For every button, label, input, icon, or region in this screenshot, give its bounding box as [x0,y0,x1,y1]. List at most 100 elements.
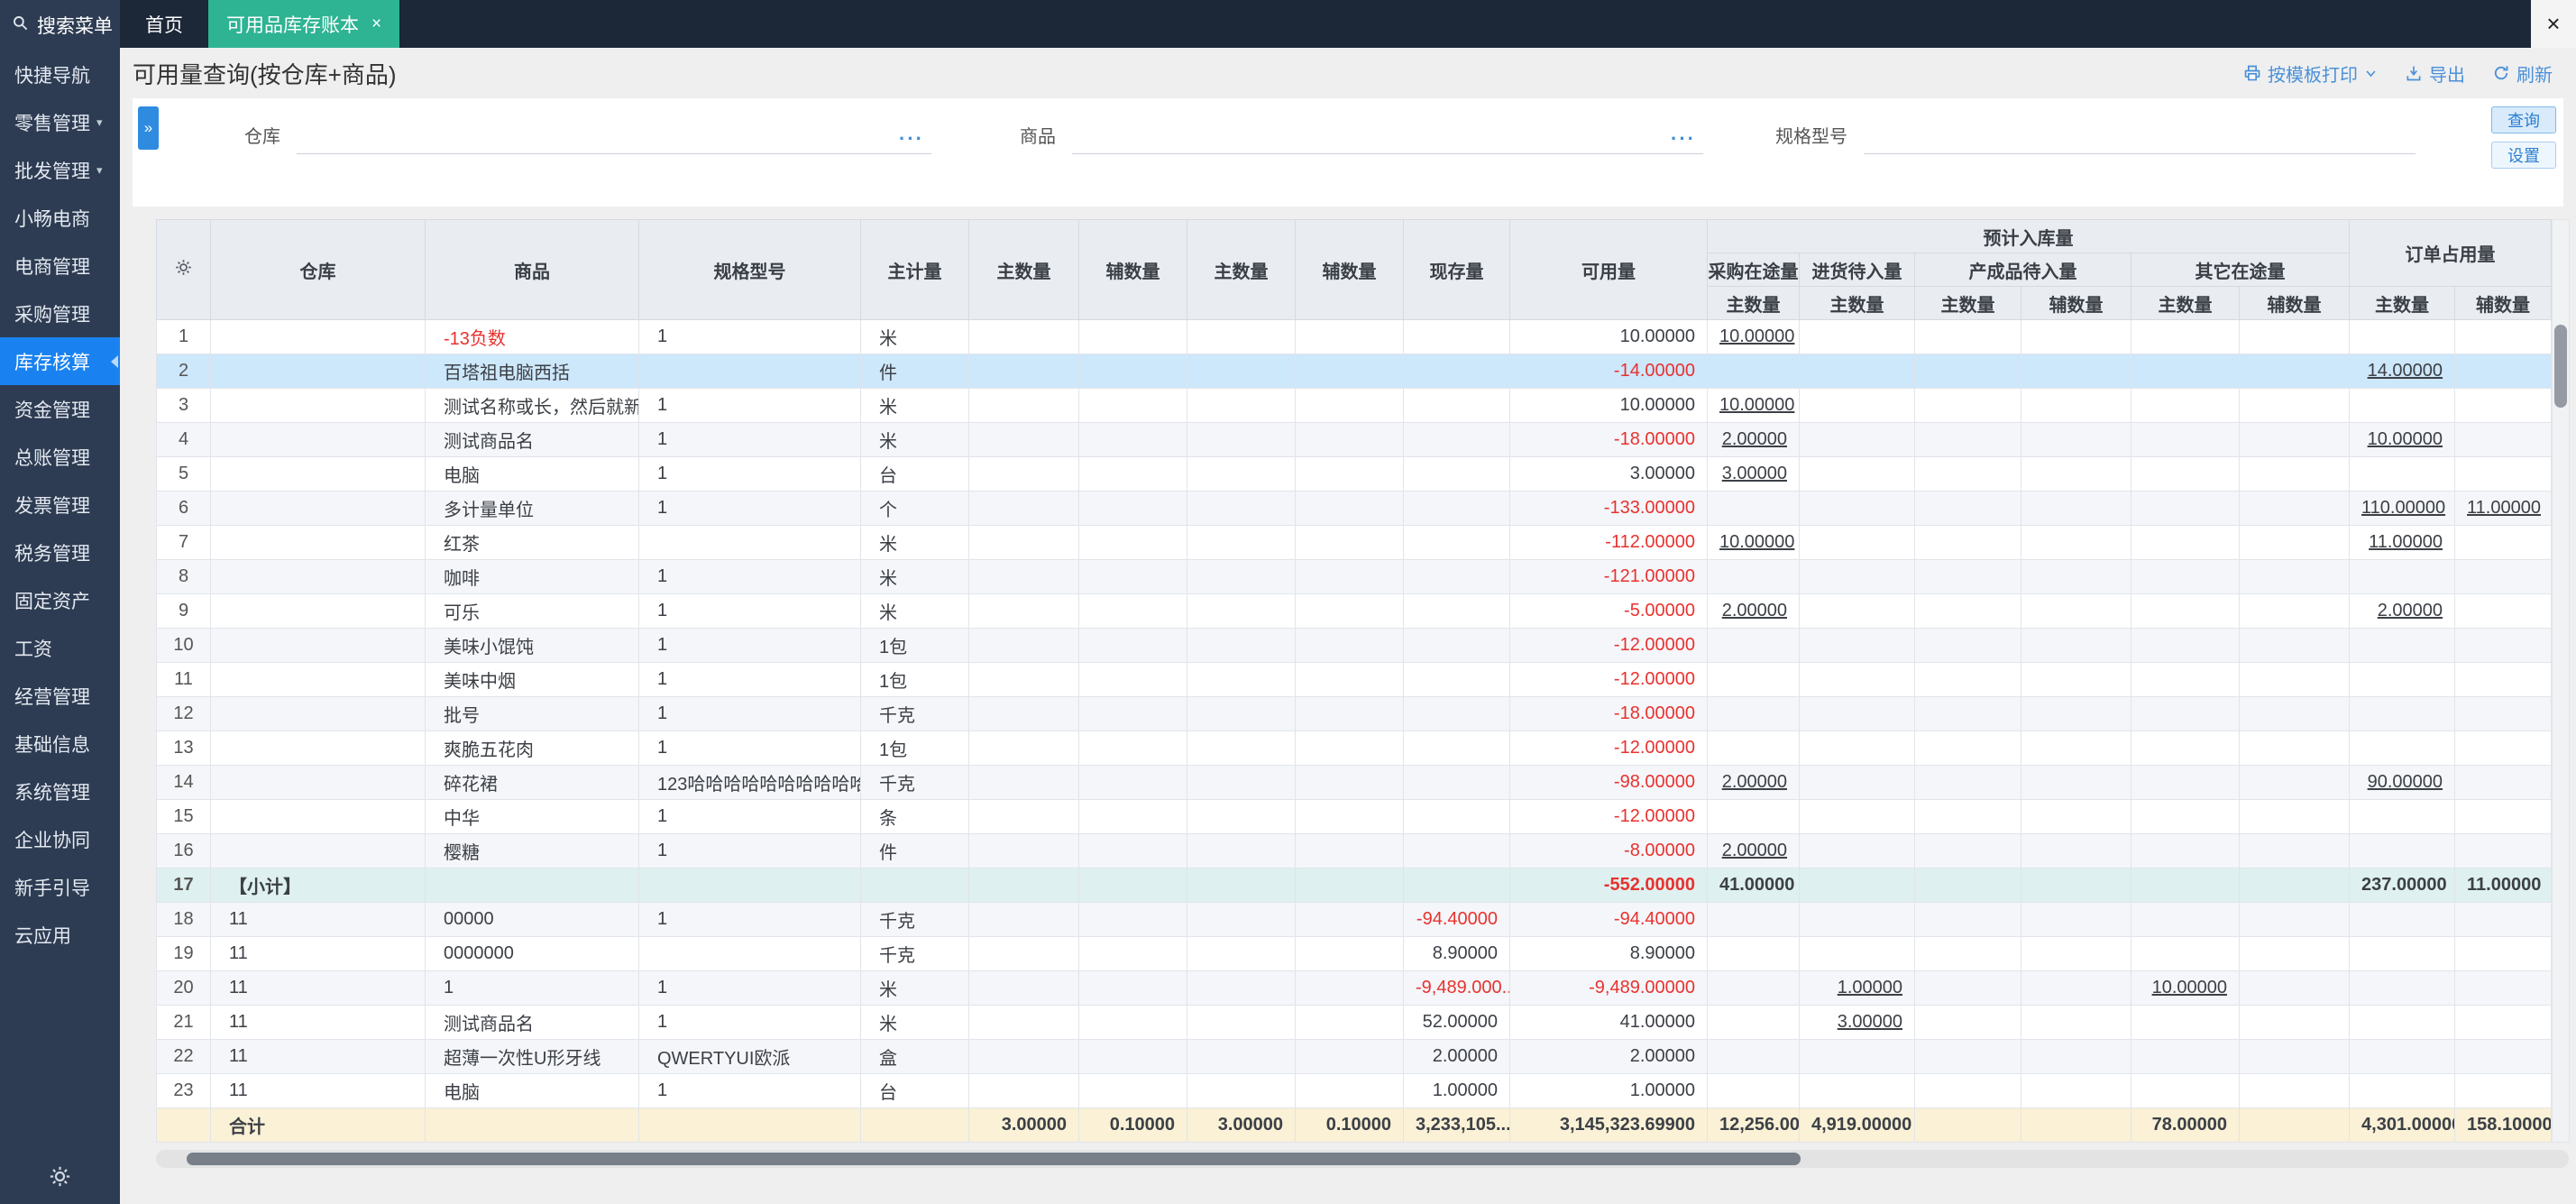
col-header-spec[interactable]: 规格型号 [638,219,861,320]
cell-cg[interactable]: 10.00000 [1707,525,1800,560]
table-row[interactable]: 14 碎花裙123哈哈哈哈哈哈哈哈哈哈哈...千克 -98.000002.00000… [156,765,2553,800]
collapse-filter-button[interactable]: » [138,106,159,150]
horizontal-scrollbar[interactable] [156,1150,2569,1168]
export-button[interactable]: 导出 [2405,60,2465,87]
table-row[interactable]: 17 【小计】 -552.00000 41.00000 237.00000 11.0000… [156,868,2553,903]
cell-ddm[interactable]: 14.00000 [2349,354,2456,389]
col-header-order-qty-aux[interactable]: 辅数量 [2454,286,2553,320]
sidebar-item[interactable]: 电商管理 [0,242,120,290]
table-row[interactable]: 12 批号 1 千克 -18.00000 [156,696,2553,731]
table-row[interactable]: 10 美味小馄饨 1 1包 -12.00000 [156,628,2553,663]
table-row[interactable]: 23 11 电脑 1 台 1.00000 1.00000 [156,1073,2553,1108]
cell-qtm[interactable]: 10.00000 [2131,970,2240,1006]
col-header-qty-main-2[interactable]: 主数量 [1187,219,1296,320]
col-header-order-qty-main[interactable]: 主数量 [2349,286,2456,320]
col-header-other-qty-main[interactable]: 主数量 [2131,286,2240,320]
col-header-incoming-qty-main[interactable]: 主数量 [1799,286,1915,320]
tab-inventory-ledger[interactable]: 可用品库存账本 × [208,0,400,48]
vertical-scrollbar-thumb[interactable] [2554,325,2568,408]
sidebar-item[interactable]: 总账管理 [0,433,120,481]
cell-ddm[interactable]: 90.00000 [2349,765,2456,800]
table-row[interactable]: 合计 3.00000 0.10000 3.00000 0.10000 3,233,105.… [156,1107,2553,1143]
sub-header-other-transit[interactable]: 其它在途量 [2130,253,2351,287]
col-header-qty-aux-1[interactable]: 辅数量 [1078,219,1187,320]
table-row[interactable]: 4 测试商品名 1 米 -18.00000 2.00000 10.00000 [156,422,2553,457]
table-row[interactable]: 13 爽脆五花肉 1 1包 -12.00000 [156,731,2553,766]
col-header-qty-aux-2[interactable]: 辅数量 [1295,219,1404,320]
col-header-available[interactable]: 可用量 [1509,219,1708,320]
table-row[interactable]: 22 11 超薄一次性U形牙线 QWERTYUI欧派盒 2.00000 2.00000 [156,1039,2553,1074]
tab-close-icon[interactable]: × [371,14,382,33]
spec-input[interactable] [1864,122,2416,154]
sidebar-item[interactable]: 发票管理 [0,481,120,528]
column-settings-gear-icon[interactable] [156,219,211,320]
sidebar-item[interactable]: 采购管理 [0,290,120,337]
cell-dda[interactable]: 11.00000 [2454,491,2553,526]
sidebar-item[interactable]: 系统管理 [0,767,120,815]
col-header-qty-main-1[interactable]: 主数量 [968,219,1079,320]
sidebar-item[interactable]: 企业协同 [0,815,120,863]
warehouse-input[interactable]: ··· [297,122,931,154]
warehouse-picker-icon[interactable]: ··· [899,127,924,150]
group-header-order-occupied[interactable]: 订单占用量 [2349,219,2553,287]
vertical-scrollbar[interactable] [2552,219,2571,1143]
table-row[interactable]: 20 11 1 1 米 -9,489.000... -9,489.00000 1.00000 1… [156,970,2553,1006]
table-row[interactable]: 21 11 测试商品名 1 米 52.00000 41.00000 3.00000 [156,1005,2553,1040]
sidebar-item[interactable]: 固定资产 [0,576,120,624]
print-button[interactable]: 按模板打印 [2243,60,2378,87]
col-header-other-qty-aux[interactable]: 辅数量 [2238,286,2351,320]
table-row[interactable]: 7 红茶 米 -112.00000 10.00000 11.00000 [156,525,2553,560]
table-row[interactable]: 8 咖啡 1 米 -121.00000 [156,559,2553,594]
cell-ddm[interactable]: 11.00000 [2349,525,2456,560]
tab-home[interactable]: 首页 [120,0,208,48]
table-row[interactable]: 6 多计量单位 1 个 -133.00000 110.00000 11.00000 [156,491,2553,526]
col-header-product[interactable]: 商品 [425,219,639,320]
cell-jh[interactable]: 1.00000 [1799,970,1915,1006]
refresh-button[interactable]: 刷新 [2492,60,2553,87]
settings-button[interactable]: 设置 [2491,142,2556,169]
cell-ddm[interactable]: 10.00000 [2349,422,2456,457]
sidebar-item[interactable]: 批发管理 ▾ [0,146,120,194]
cell-ddm[interactable]: 110.00000 [2349,491,2456,526]
query-button[interactable]: 查询 [2491,106,2556,133]
sidebar-item[interactable]: 税务管理 [0,528,120,576]
sidebar-item[interactable]: 资金管理 [0,385,120,433]
sidebar-settings-gear-icon[interactable] [0,1164,120,1193]
col-header-finished-qty-main[interactable]: 主数量 [1914,286,2021,320]
cell-cg[interactable]: 2.00000 [1707,765,1800,800]
sidebar-item[interactable]: 库存核算 [0,337,120,385]
col-header-finished-qty-aux[interactable]: 辅数量 [2021,286,2131,320]
cell-cg[interactable]: 2.00000 [1707,833,1800,869]
sidebar-item[interactable]: 经营管理 [0,672,120,720]
table-row[interactable]: 16 樱糖 1 件 -8.00000 2.00000 [156,833,2553,869]
col-header-purchase-qty-main[interactable]: 主数量 [1707,286,1800,320]
horizontal-scrollbar-thumb[interactable] [187,1153,1801,1165]
cell-cg[interactable]: 3.00000 [1707,456,1800,492]
sub-header-purchase-transit[interactable]: 采购在途量 [1707,253,1800,287]
cell-cg[interactable]: 10.00000 [1707,388,1800,423]
window-close-button[interactable]: × [2531,0,2576,48]
sub-header-incoming-pending[interactable]: 进货待入量 [1799,253,1915,287]
cell-ddm[interactable]: 2.00000 [2349,593,2456,629]
cell-cg[interactable]: 2.00000 [1707,422,1800,457]
sidebar-search[interactable]: 搜索菜单 [0,0,120,51]
sidebar-item[interactable]: 工资 [0,624,120,672]
cell-jh[interactable]: 3.00000 [1799,1005,1915,1040]
table-row[interactable]: 2 百塔祖电脑西括 件 -14.00000 14.00000 [156,354,2553,389]
product-picker-icon[interactable]: ··· [1671,127,1696,150]
col-header-stock[interactable]: 现存量 [1403,219,1510,320]
sidebar-item[interactable]: 零售管理 ▾ [0,98,120,146]
sub-header-finished-pending[interactable]: 产成品待入量 [1914,253,2131,287]
table-row[interactable]: 1 -13负数 1 米 10.00000 10.00000 [156,319,2553,354]
col-header-warehouse[interactable]: 仓库 [210,219,426,320]
sidebar-item[interactable]: 小畅电商 [0,194,120,242]
table-row[interactable]: 18 11 00000 1 千克 -94.40000 -94.40000 [156,902,2553,937]
table-row[interactable]: 11 美味中烟 1 1包 -12.00000 [156,662,2553,697]
sidebar-item[interactable]: 新手引导 [0,863,120,911]
col-header-main-unit[interactable]: 主计量 [860,219,969,320]
table-row[interactable]: 9 可乐 1 米 -5.00000 2.00000 2.00000 [156,593,2553,629]
sidebar-item[interactable]: 云应用 [0,911,120,959]
group-header-forecast-inbound[interactable]: 预计入库量 [1706,219,2351,253]
cell-cg[interactable]: 2.00000 [1707,593,1800,629]
